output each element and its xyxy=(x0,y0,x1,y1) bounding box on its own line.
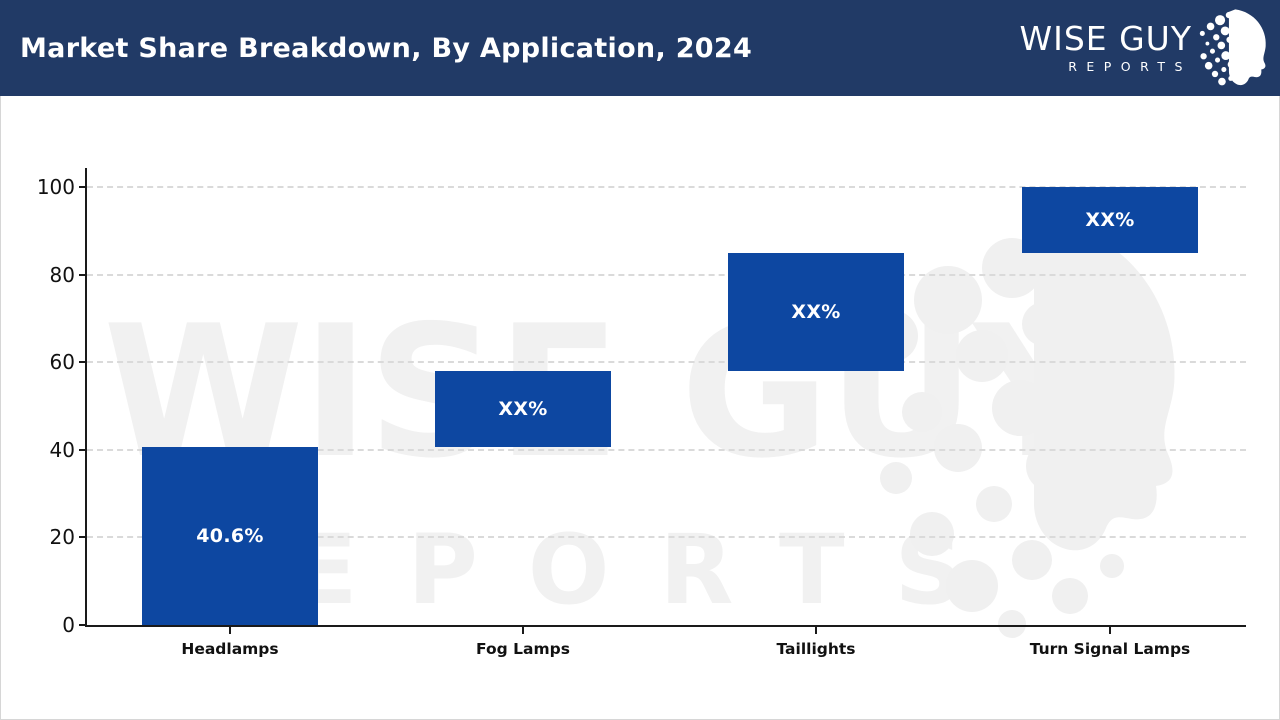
gridline xyxy=(87,186,1246,188)
x-tick-mark xyxy=(1109,627,1111,634)
y-tick-label: 40 xyxy=(49,437,75,462)
bar: XX% xyxy=(435,370,611,448)
bar: 40.6% xyxy=(142,447,318,625)
logo-wordmark: WISE GUY xyxy=(1019,19,1192,58)
gridline xyxy=(87,361,1246,364)
y-tick-mark xyxy=(79,448,87,451)
y-tick-label: 60 xyxy=(49,350,75,375)
y-tick-mark xyxy=(79,273,87,276)
wiseguy-logo: WISE GUY REPORTS xyxy=(1019,6,1272,90)
x-category-label: Turn Signal Lamps xyxy=(1029,640,1191,658)
gridline xyxy=(87,448,1246,451)
bar-value-label: XX% xyxy=(1085,208,1135,231)
x-tick-mark xyxy=(815,627,817,634)
x-tick-mark xyxy=(522,627,524,634)
wiseguy-head-logo xyxy=(1199,9,1266,86)
x-category-label: Taillights xyxy=(776,640,856,658)
y-axis-line xyxy=(85,168,87,627)
x-tick-mark xyxy=(229,627,231,634)
y-tick-label: 80 xyxy=(49,262,75,287)
logo-subtext: REPORTS xyxy=(1068,59,1192,74)
bar-value-label: XX% xyxy=(498,398,548,421)
y-tick-mark xyxy=(79,536,87,539)
y-tick-mark xyxy=(79,361,87,364)
x-category-label: Fog Lamps xyxy=(476,640,570,658)
y-tick-label: 100 xyxy=(36,175,75,199)
bar-value-label: XX% xyxy=(791,300,841,323)
watermark-head-graphic xyxy=(866,226,1175,638)
y-tick-label: 0 xyxy=(62,613,75,637)
x-axis-line xyxy=(85,625,1246,627)
bar: XX% xyxy=(1022,187,1198,253)
bar-value-label: 40.6% xyxy=(196,525,264,548)
y-tick-mark xyxy=(79,186,87,188)
gridline xyxy=(87,273,1246,276)
y-tick-mark xyxy=(79,624,87,626)
plot-area: WISE GUY REPORTS 0 20 40 60 80 100 40.6% XX% XX%… xyxy=(0,96,1280,720)
x-category-label: Headlamps xyxy=(181,640,279,658)
gridline xyxy=(87,536,1246,539)
chart-title: Market Share Breakdown, By Application, … xyxy=(20,32,753,64)
bar: XX% xyxy=(728,252,904,371)
logo-text: WISE GUY REPORTS xyxy=(1019,19,1192,75)
header-bar: Market Share Breakdown, By Application, … xyxy=(0,0,1280,96)
y-tick-label: 20 xyxy=(49,525,75,550)
